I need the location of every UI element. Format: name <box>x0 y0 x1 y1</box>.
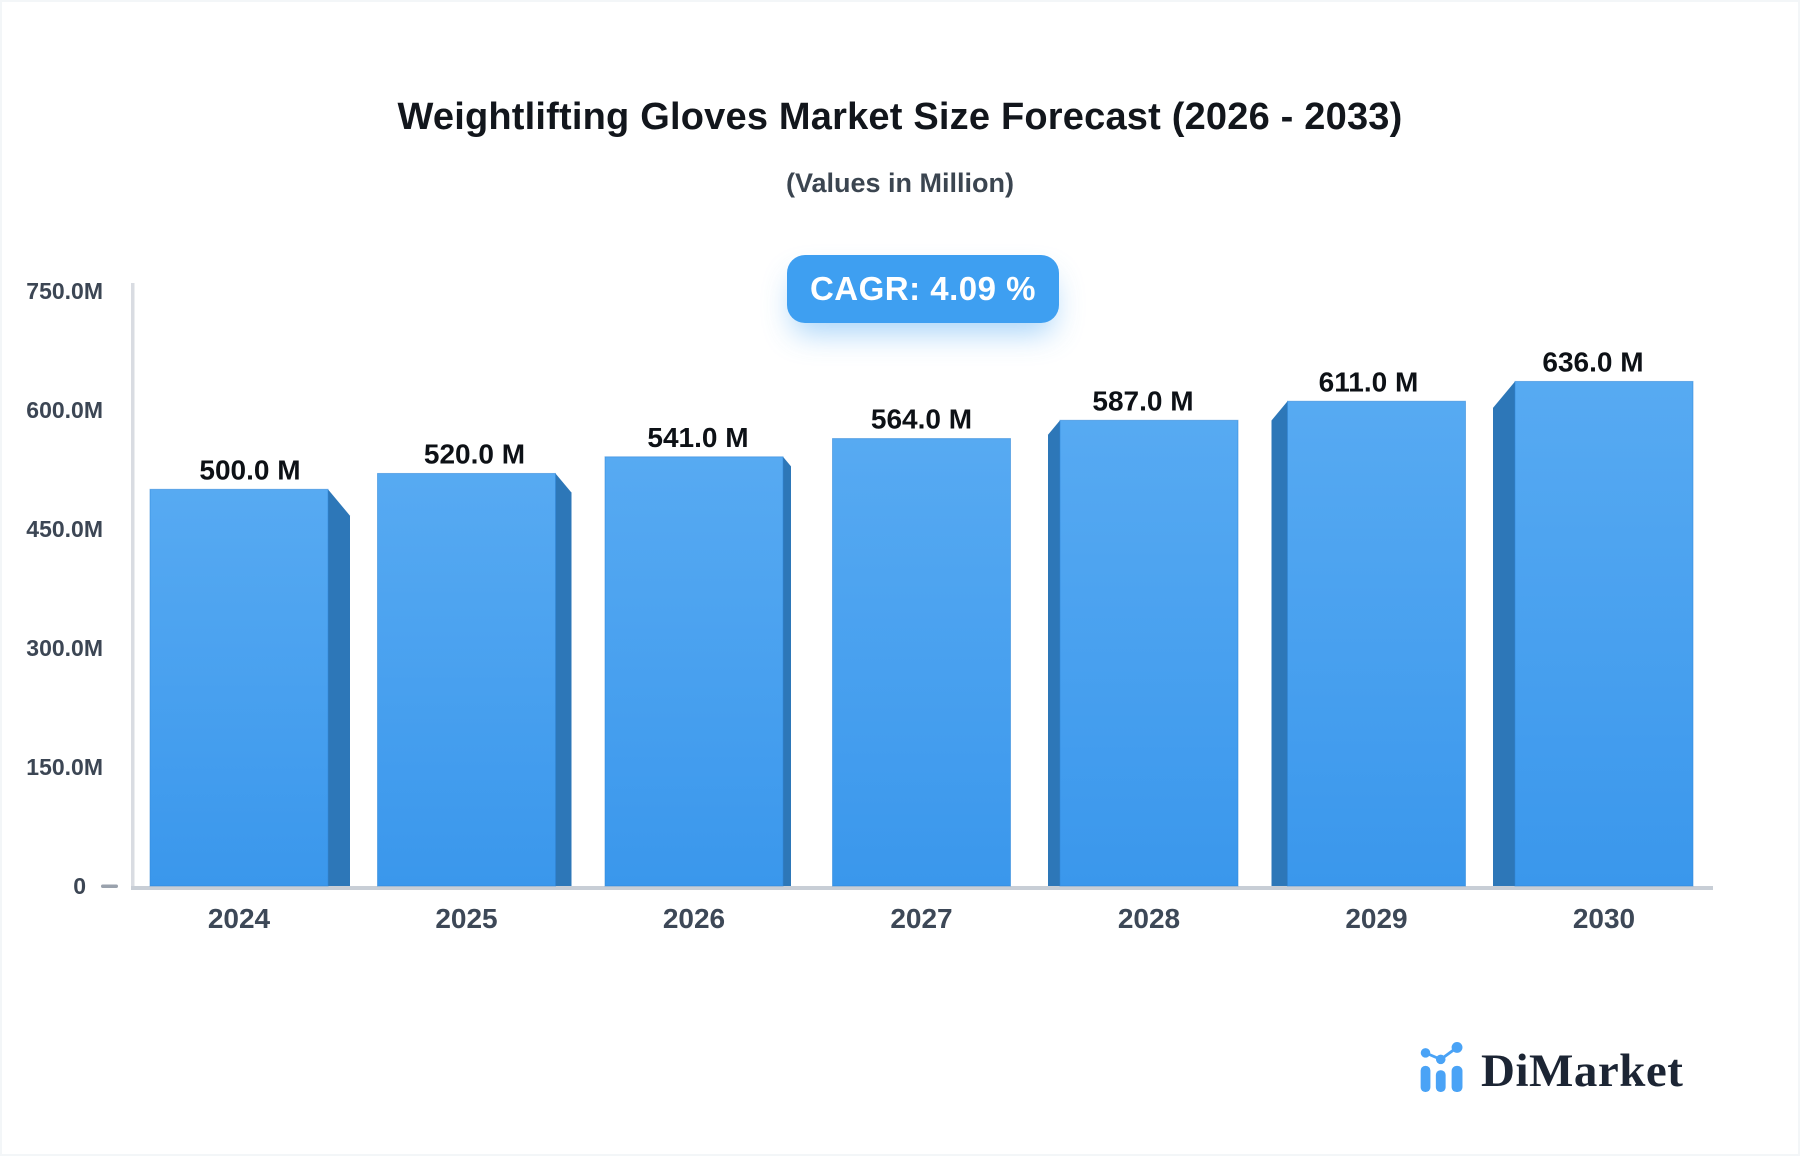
x-axis-label: 2028 <box>1118 903 1180 934</box>
bar-value-label: 587.0 M <box>1092 385 1193 416</box>
x-axis-label: 2027 <box>890 903 952 934</box>
bar-value-label: 636.0 M <box>1542 346 1643 377</box>
zero-tick-dash <box>101 884 118 888</box>
chart-subtitle: (Values in Million) <box>785 168 1015 198</box>
cagr-badge: CAGR: 4.09 % <box>787 255 1059 323</box>
x-axis-label: 2030 <box>1573 903 1635 934</box>
y-tick-label: 450.0M <box>26 516 103 542</box>
bar-2028 <box>1059 419 1239 887</box>
bar-2026 <box>604 456 784 887</box>
cagr-badge-label: CAGR: 4.09 % <box>809 270 1037 307</box>
bar-side-2026 <box>783 456 791 886</box>
bar-2025 <box>377 472 556 887</box>
bar-2030 <box>1514 380 1694 887</box>
x-axis-label: 2026 <box>663 903 725 934</box>
logo-dot <box>1451 1042 1463 1053</box>
bar-side-2024 <box>328 489 350 886</box>
bar-side-2029 <box>1271 401 1288 886</box>
y-axis-line <box>131 283 135 890</box>
bar-2024 <box>149 488 329 887</box>
logo-dot <box>1420 1048 1431 1058</box>
bar-side-2028 <box>1048 420 1060 886</box>
logo-dot <box>1435 1054 1446 1065</box>
bar-value-label: 500.0 M <box>199 454 300 485</box>
y-tick-label: 750.0M <box>26 278 103 304</box>
y-tick-label: 600.0M <box>26 397 103 423</box>
mini-bar-chart-icon <box>1420 1042 1463 1092</box>
logo-bar <box>1435 1070 1446 1092</box>
bar-2027 <box>832 438 1011 887</box>
bar-side-2030 <box>1493 381 1515 886</box>
dimarket-logo: DiMarket <box>1420 1042 1684 1097</box>
bar-2029 <box>1287 400 1466 887</box>
bar-value-label: 611.0 M <box>1319 366 1419 397</box>
x-axis-label: 2029 <box>1345 903 1407 934</box>
bar-value-label: 520.0 M <box>424 438 525 469</box>
logo-text: DiMarket <box>1481 1045 1684 1097</box>
chart-title: Weightlifting Gloves Market Size Forecas… <box>397 96 1403 138</box>
x-axis-label: 2024 <box>208 903 271 934</box>
x-axis-line <box>131 886 1713 890</box>
x-axis-label: 2025 <box>435 903 497 934</box>
y-tick-label: 0 <box>73 873 86 899</box>
logo-bar <box>1451 1065 1463 1092</box>
bar-value-label: 541.0 M <box>647 422 748 453</box>
bar-value-label: 564.0 M <box>871 404 972 435</box>
y-tick-label: 300.0M <box>26 635 103 661</box>
bar-side-2025 <box>555 473 572 886</box>
logo-bar <box>1420 1065 1431 1092</box>
y-tick-label: 150.0M <box>26 754 103 780</box>
plot-area: 0 150.0M 300.0M 450.0M 600.0M 750.0M 500.0 M 20… <box>26 278 1713 934</box>
